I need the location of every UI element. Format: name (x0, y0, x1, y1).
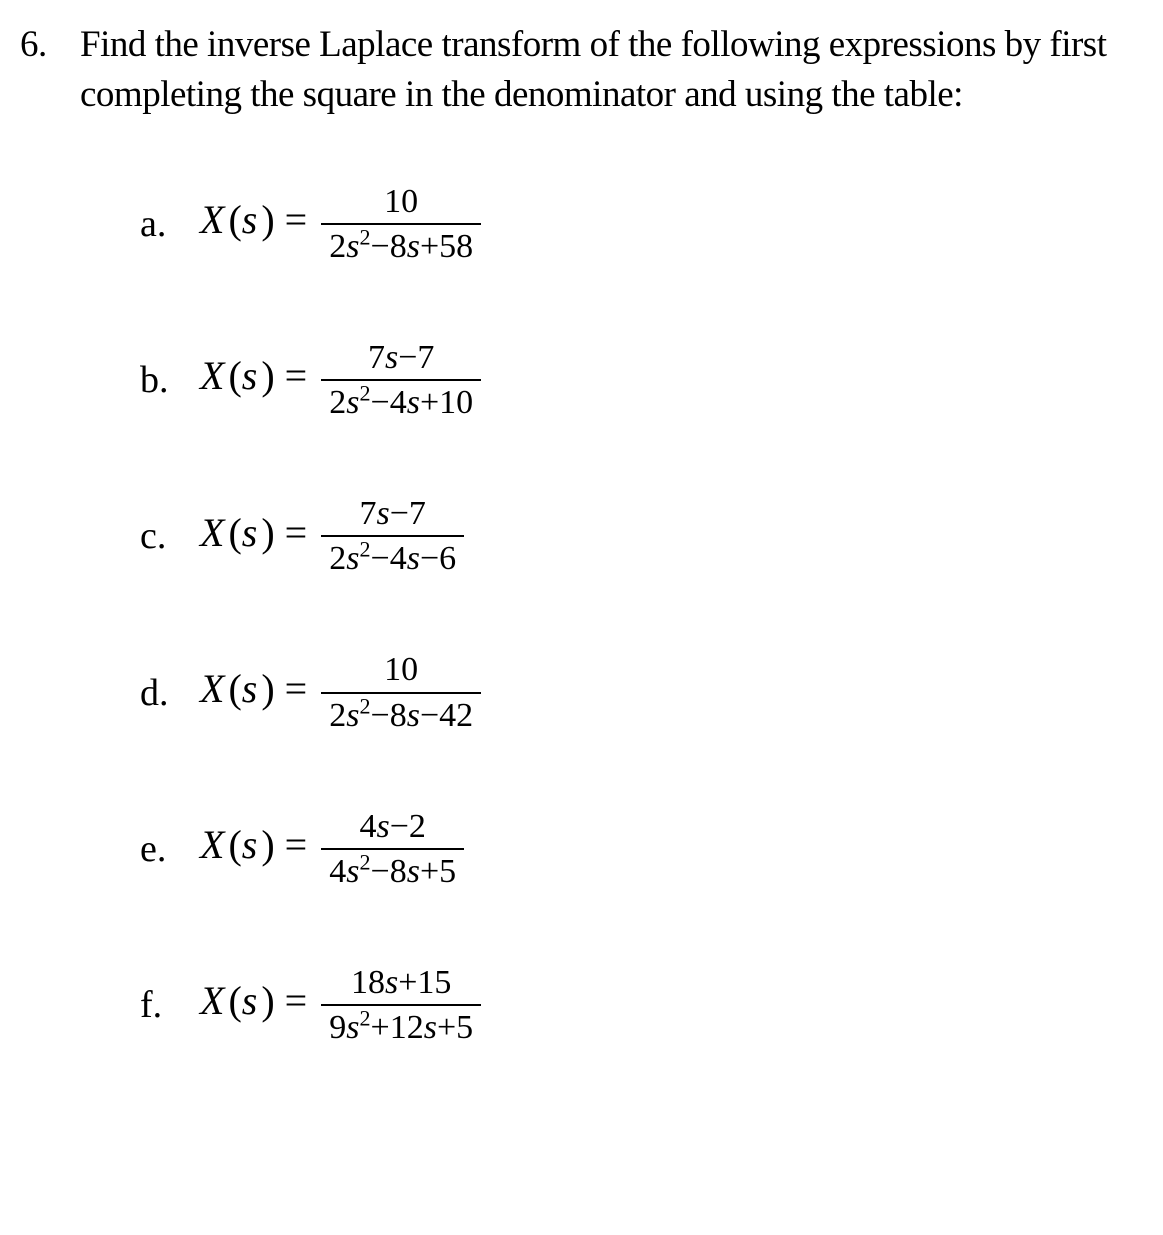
subpart-row: d.X(s)= 102s2−8s−42 (140, 648, 1133, 736)
lhs: X(s) (200, 978, 275, 1023)
subpart-label: b. (140, 358, 200, 402)
subpart-label: d. (140, 671, 200, 715)
denominator: 9s2+12s+5 (321, 1004, 481, 1049)
numerator: 18s+15 (343, 961, 459, 1004)
subpart-expression: X(s)= 7s−72s2−4s−6 (200, 492, 464, 580)
numerator: 10 (376, 648, 426, 691)
numerator: 4s−2 (351, 805, 433, 848)
subparts-list: a.X(s)=102s2−8s+58b.X(s)=7s−72s2−4s+10c.… (140, 180, 1133, 1049)
lhs: X(s) (200, 510, 275, 555)
denominator: 2s2−4s+10 (321, 379, 481, 424)
subpart-label: c. (140, 514, 200, 558)
problem-text: Find the inverse Laplace transform of th… (80, 20, 1133, 120)
subpart-expression: X(s)= 7s−72s2−4s+10 (200, 336, 481, 424)
subpart-row: c.X(s)= 7s−72s2−4s−6 (140, 492, 1133, 580)
denominator: 4s2−8s+5 (321, 848, 464, 893)
denominator: 2s2−8s−42 (321, 692, 481, 737)
lhs: X(s) (200, 353, 275, 398)
subpart-label: e. (140, 827, 200, 871)
subpart-expression: X(s)= 18s+159s2+12s+5 (200, 961, 481, 1049)
subpart-label: a. (140, 202, 200, 246)
fraction: 7s−72s2−4s−6 (321, 492, 464, 580)
subpart-expression: X(s)= 4s−24s2−8s+5 (200, 805, 464, 893)
subpart-row: f.X(s)= 18s+159s2+12s+5 (140, 961, 1133, 1049)
subpart-expression: X(s)= 102s2−8s−42 (200, 648, 481, 736)
lhs: X(s) (200, 197, 275, 242)
equals-sign: = (285, 666, 308, 711)
fraction: 102s2−8s−42 (321, 648, 481, 736)
lhs: X(s) (200, 666, 275, 711)
subpart-row: a.X(s)= 102s2−8s+58 (140, 180, 1133, 268)
subpart-expression: X(s)= 102s2−8s+58 (200, 180, 481, 268)
lhs: X(s) (200, 822, 275, 867)
numerator: 7s−7 (360, 336, 442, 379)
numerator: 10 (376, 180, 426, 223)
equals-sign: = (285, 510, 308, 555)
subpart-label: f. (140, 983, 200, 1027)
numerator: 7s−7 (351, 492, 433, 535)
denominator: 2s2−8s+58 (321, 223, 481, 268)
problem-prompt: 6. Find the inverse Laplace transform of… (20, 20, 1133, 120)
fraction: 4s−24s2−8s+5 (321, 805, 464, 893)
equals-sign: = (285, 978, 308, 1023)
subpart-row: b.X(s)= 7s−72s2−4s+10 (140, 336, 1133, 424)
denominator: 2s2−4s−6 (321, 535, 464, 580)
equals-sign: = (285, 353, 308, 398)
fraction: 7s−72s2−4s+10 (321, 336, 481, 424)
subpart-row: e.X(s)= 4s−24s2−8s+5 (140, 805, 1133, 893)
fraction: 18s+159s2+12s+5 (321, 961, 481, 1049)
equals-sign: = (285, 822, 308, 867)
equals-sign: = (285, 197, 308, 242)
problem-number: 6. (20, 20, 80, 70)
fraction: 102s2−8s+58 (321, 180, 481, 268)
